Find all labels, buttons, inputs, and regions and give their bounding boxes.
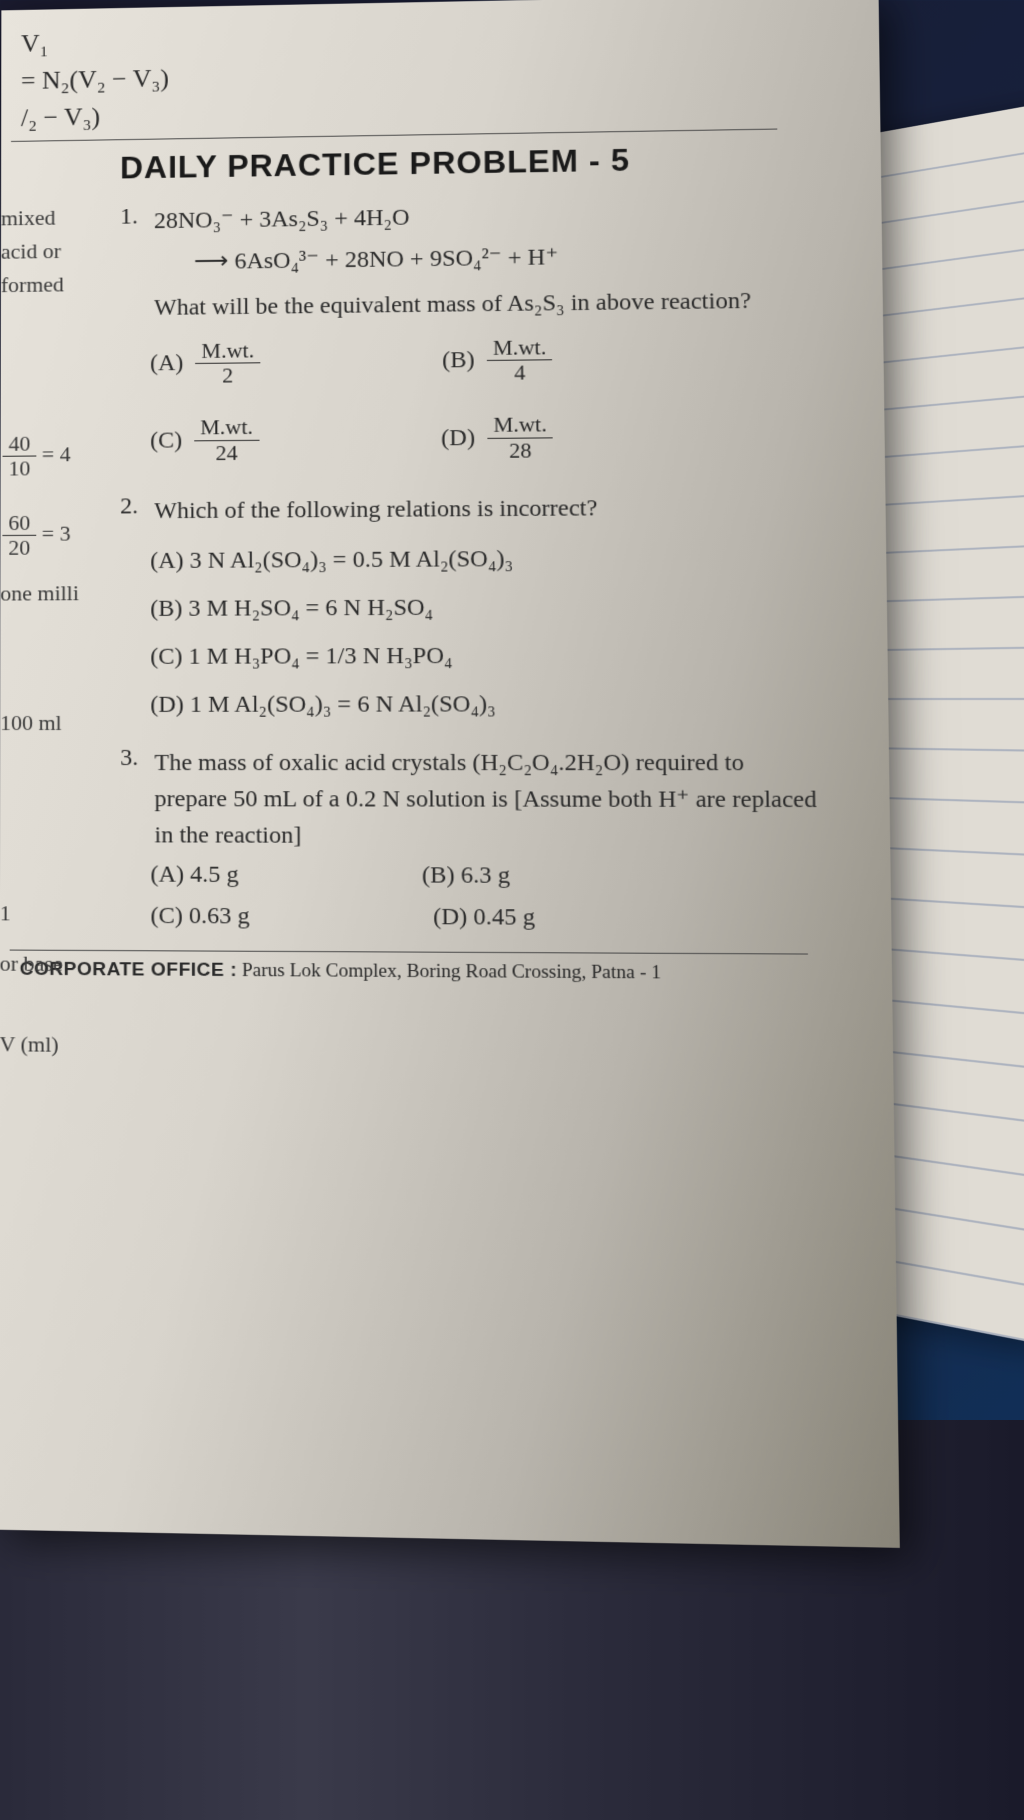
margin-acid-or: acid or <box>1 238 61 264</box>
q1-number: 1. <box>120 204 150 231</box>
margin-or-base: or base <box>0 951 63 978</box>
q1-body: 28NO₃⁻ + 3As₂S₃ + 4H₂O ⟶ 6AsO₄³⁻ + 28NO … <box>154 194 815 326</box>
worksheet-page: mixed acid or formed 40 10 = 4 60 20 = 3… <box>0 0 900 1548</box>
footer: CORPORATE OFFICE : Parus Lok Complex, Bo… <box>20 958 830 985</box>
margin-frac1-num: 40 <box>3 432 37 457</box>
top-formula-2: /₂ − V₃) <box>21 90 818 133</box>
divider-bottom <box>10 949 808 954</box>
q2-prompt: Which of the following relations is inco… <box>154 488 817 528</box>
margin-formed: formed <box>1 272 64 298</box>
q3-number: 3. <box>120 745 150 772</box>
top-formula-1: = N₂(V₂ − V₃) <box>21 52 818 96</box>
margin-frac1-den: 10 <box>2 457 36 481</box>
q3-option-b: (B) 6.3 g <box>422 862 510 890</box>
q1-reaction-2: ⟶ 6AsO₄³⁻ + 28NO + 9SO₄²⁻ + H⁺ <box>194 236 814 280</box>
margin-frac2: 60 20 = 3 <box>2 511 70 560</box>
q1-optB-num: M.wt. <box>487 335 553 361</box>
q1-optD-num: M.wt. <box>487 413 553 439</box>
q1-option-b: (B) M.wt. 4 <box>442 335 553 385</box>
q1-optC-den: 24 <box>194 440 259 465</box>
q2-option-c: (C) 1 M H₃PO₄ = 1/3 N H₃PO₄ <box>150 630 825 680</box>
content-area: V₁ = N₂(V₂ − V₃) /₂ − V₃) DAILY PRACTICE… <box>120 14 829 985</box>
q2-option-b: (B) 3 M H₂SO₄ = 6 N H₂SO₄ <box>150 582 825 633</box>
margin-one: 1 <box>0 900 11 926</box>
question-1: 1. 28NO₃⁻ + 3As₂S₃ + 4H₂O ⟶ 6AsO₄³⁻ + 28… <box>120 194 823 466</box>
margin-v-ml: V (ml) <box>0 1031 59 1058</box>
q3-option-c: (C) 0.63 g <box>150 903 249 931</box>
q1-optB-label: (B) <box>442 347 475 374</box>
q1-optA-label: (A) <box>150 350 183 377</box>
q1-optB-den: 4 <box>487 360 553 385</box>
q1-optA-num: M.wt. <box>195 338 260 364</box>
q2-options: (A) 3 N Al₂(SO₄)₃ = 0.5 M Al₂(SO₄)₃ (B) … <box>150 533 826 729</box>
question-2: 2. Which of the following relations is i… <box>120 488 826 728</box>
q2-option-d: (D) 1 M Al₂(SO₄)₃ = 6 N Al₂(SO₄)₃ <box>150 679 826 728</box>
footer-text: Parus Lok Complex, Boring Road Crossing,… <box>237 960 661 984</box>
q1-reaction-1: 28NO₃⁻ + 3As₂S₃ + 4H₂O <box>154 205 410 234</box>
page-title: DAILY PRACTICE PROBLEM - 5 <box>120 139 819 186</box>
q3-option-d: (D) 0.45 g <box>433 904 535 932</box>
margin-frac2-eq: = 3 <box>42 520 71 545</box>
margin-one-milli: one milli <box>0 580 79 606</box>
q1-option-c: (C) M.wt. 24 <box>150 415 259 465</box>
q1-optD-den: 28 <box>487 438 553 463</box>
margin-frac2-num: 60 <box>2 511 36 536</box>
q2-number: 2. <box>120 493 150 520</box>
q3-options: (A) 4.5 g (B) 6.3 g (C) 0.63 g (D) 0.45 … <box>150 861 828 933</box>
q2-option-a: (A) 3 N Al₂(SO₄)₃ = 0.5 M Al₂(SO₄)₃ <box>150 533 824 585</box>
q1-optD-label: (D) <box>441 425 475 452</box>
q1-option-a: (A) M.wt. 2 <box>150 338 260 388</box>
margin-frac1: 40 10 = 4 <box>2 431 70 480</box>
q3-option-a: (A) 4.5 g <box>150 861 238 888</box>
q1-option-d: (D) M.wt. 28 <box>441 413 553 463</box>
q1-options: (A) M.wt. 2 (B) M.wt. 4 <box>150 332 823 465</box>
margin-frac1-eq: = 4 <box>42 441 71 466</box>
margin-100ml: 100 ml <box>0 710 62 736</box>
q1-prompt: What will be the equivalent mass of As₂S… <box>154 282 815 326</box>
margin-mixed: mixed <box>1 205 56 231</box>
q1-optC-label: (C) <box>150 427 182 454</box>
top-formula-0: V₁ <box>21 14 817 58</box>
margin-frac2-den: 20 <box>2 536 36 560</box>
question-3: 3. The mass of oxalic acid crystals (H₂C… <box>120 744 828 932</box>
q1-optC-num: M.wt. <box>194 415 259 441</box>
q1-optA-den: 2 <box>195 363 260 388</box>
q3-prompt: The mass of oxalic acid crystals (H₂C₂O₄… <box>154 744 821 854</box>
